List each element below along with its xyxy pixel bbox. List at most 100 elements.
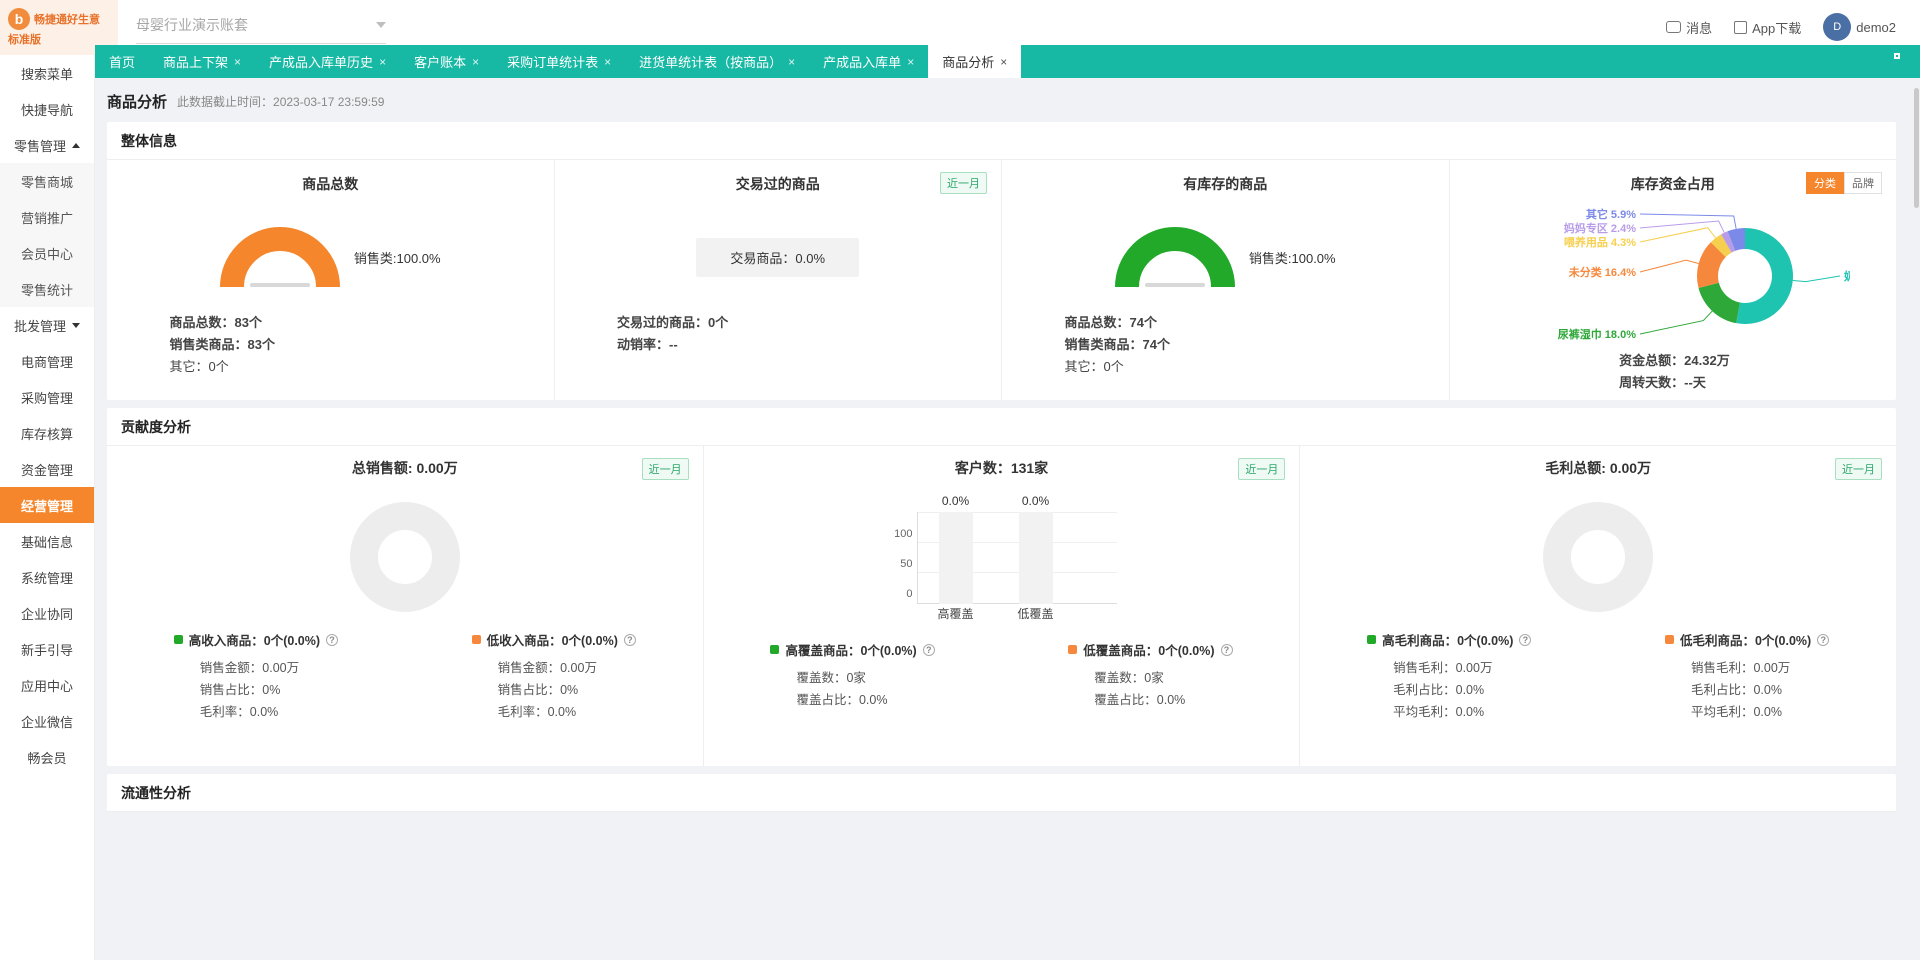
legend-detail-row: 覆盖数：0家 <box>1094 667 1232 689</box>
sidebar-item-18[interactable]: 企业微信 <box>0 703 94 739</box>
close-icon[interactable]: × <box>1000 54 1008 69</box>
sidebar-item-8[interactable]: 电商管理 <box>0 343 94 379</box>
sidebar-item-0[interactable]: 搜索菜单 <box>0 55 94 91</box>
sidebar-item-label: 批发管理 <box>13 318 66 334</box>
pie-slice-4[interactable] <box>1720 231 1735 253</box>
tab-label: 产成品入库单历史 <box>269 55 374 70</box>
scroll-thumb[interactable] <box>1914 88 1919 208</box>
logo-text: 畅捷通好生意 <box>34 13 100 26</box>
gridline <box>917 572 1117 573</box>
help-icon[interactable]: ? <box>623 633 636 646</box>
sidebar-item-9[interactable]: 采购管理 <box>0 379 94 415</box>
help-icon[interactable]: ? <box>1220 643 1233 656</box>
period-badge[interactable]: 近一月 <box>1835 458 1883 480</box>
help-icon[interactable]: ? <box>922 643 935 656</box>
detail-label: 覆盖数： <box>1094 671 1145 685</box>
contribution-body: 总销售额: 0.00万 近一月 高收入商品：0个(0.0%)? 销售金额：0.00万销… <box>107 446 1896 766</box>
toggle-category[interactable]: 分类 <box>1806 172 1844 194</box>
sidebar-item-19[interactable]: 畅会员 <box>0 739 94 775</box>
account-select-value: 母婴行业演示账套 <box>136 16 248 33</box>
tab-2[interactable]: 产成品入库单历史 × <box>255 45 400 78</box>
sidebar-item-12[interactable]: 经营管理 <box>0 487 94 523</box>
y-axis-tick: 50 <box>900 558 913 570</box>
close-icon[interactable]: × <box>604 54 612 69</box>
detail-label: 覆盖数： <box>796 671 847 685</box>
tab-1[interactable]: 商品上下架 × <box>149 45 255 78</box>
help-icon[interactable]: ? <box>1817 633 1830 646</box>
dimension-toggle[interactable]: 分类 品牌 <box>1806 172 1882 194</box>
chevron-down-icon <box>376 21 386 28</box>
close-icon[interactable]: × <box>907 54 915 69</box>
tab-3[interactable]: 客户账本 × <box>400 45 493 78</box>
account-select[interactable]: 母婴行业演示账套 <box>136 10 386 44</box>
sidebar-item-1[interactable]: 快捷导航 <box>0 91 94 127</box>
pie-leader-line-4 <box>1639 220 1725 233</box>
bar-0[interactable] <box>938 512 973 604</box>
period-badge[interactable]: 近一月 <box>641 458 689 480</box>
tab-label: 进货单统计表（按商品） <box>639 55 783 70</box>
sidebar-item-16[interactable]: 新手引导 <box>0 631 94 667</box>
sidebar-item-6[interactable]: 零售统计 <box>0 271 94 307</box>
messages-button[interactable]: 消息 <box>1666 18 1712 37</box>
page-scrollbar[interactable] <box>1913 78 1920 960</box>
close-icon[interactable]: × <box>379 54 387 69</box>
sidebar-item-5[interactable]: 会员中心 <box>0 235 94 271</box>
sidebar-item-3[interactable]: 零售商城 <box>0 163 94 199</box>
traded-ratio-pill: 交易商品：0.0% <box>696 237 860 277</box>
legend-details: 销售金额：0.00万 销售占比：0% 毛利率：0.0% <box>472 657 636 723</box>
sidebar-item-15[interactable]: 企业协同 <box>0 595 94 631</box>
metric-value: -- <box>669 337 678 352</box>
tab-7[interactable]: 商品分析 × <box>928 45 1022 78</box>
sidebar-item-2[interactable]: 零售管理 <box>0 127 94 163</box>
detail-value: 0% <box>560 683 579 697</box>
sidebar-item-17[interactable]: 应用中心 <box>0 667 94 703</box>
legend-row: 高收入商品：0个(0.0%)? 销售金额：0.00万 销售占比：0% 毛利率：0.0%… <box>107 630 703 723</box>
tab-6[interactable]: 产成品入库单 × <box>809 45 928 78</box>
legend-row: 高覆盖商品：0个(0.0%)? 覆盖数：0家 覆盖占比：0.0% 低覆盖商品：0个(0… <box>704 640 1300 711</box>
pie-slice-2[interactable] <box>1696 242 1726 289</box>
pie-slice-0[interactable] <box>1735 228 1793 324</box>
sidebar-item-14[interactable]: 系统管理 <box>0 559 94 595</box>
period-badge[interactable]: 近一月 <box>1238 458 1286 480</box>
detail-label: 毛利率： <box>199 705 250 719</box>
tab-label: 采购订单统计表 <box>507 55 599 70</box>
card-title: 交易过的商品 <box>735 176 820 192</box>
close-icon[interactable]: × <box>234 54 242 69</box>
sidebar-item-10[interactable]: 库存核算 <box>0 415 94 451</box>
sidebar-item-11[interactable]: 资金管理 <box>0 451 94 487</box>
sidebar-item-4[interactable]: 营销推广 <box>0 199 94 235</box>
overall-info-card: 整体信息 商品总数 销售类:100.0% 商品总数：83个 销售类商品：83个 … <box>107 122 1896 400</box>
pie-slice-1[interactable] <box>1698 282 1740 324</box>
metrics-list: 商品总数：83个 销售类商品：83个 其它：0个 <box>107 312 554 378</box>
bar-chart-grid <box>916 512 1117 604</box>
legend-detail-row: 平均毛利：0.0% <box>1393 701 1531 723</box>
fullscreen-icon[interactable] <box>1894 53 1910 69</box>
legend-header: 高覆盖商品：0个(0.0%)? <box>770 640 935 659</box>
pie-leader-line-5 <box>1639 213 1737 229</box>
pie-slice-3[interactable] <box>1710 234 1732 258</box>
close-icon[interactable]: × <box>472 54 480 69</box>
page-header: 商品分析 此数据截止时间：2023-03-17 23:59:59 <box>95 78 1920 114</box>
tab-4[interactable]: 采购订单统计表 × <box>493 45 625 78</box>
pie-slice-5[interactable] <box>1727 228 1745 251</box>
legend-details: 覆盖数：0家 覆盖占比：0.0% <box>1068 667 1232 711</box>
legend-detail-row: 销售毛利：0.00万 <box>1393 657 1531 679</box>
main-content: 商品分析 此数据截止时间：2023-03-17 23:59:59 整体信息 商品… <box>95 78 1920 960</box>
sidebar-item-13[interactable]: 基础信息 <box>0 523 94 559</box>
user-menu[interactable]: D demo2 <box>1823 13 1896 41</box>
tab-5[interactable]: 进货单统计表（按商品） × <box>625 45 809 78</box>
sidebar-item-7[interactable]: 批发管理 <box>0 307 94 343</box>
app-download-button[interactable]: App下载 <box>1734 18 1801 37</box>
overall-card-product-total: 商品总数 销售类:100.0% 商品总数：83个 销售类商品：83个 其它：0个 <box>107 160 555 400</box>
close-icon[interactable]: × <box>788 54 796 69</box>
pie-leader-line-2 <box>1639 259 1699 273</box>
help-icon[interactable]: ? <box>326 633 339 646</box>
tab-0[interactable]: 首页 <box>95 45 149 78</box>
bar-1[interactable] <box>1018 512 1053 604</box>
period-badge[interactable]: 近一月 <box>940 172 987 194</box>
detail-label: 平均毛利： <box>1393 705 1456 719</box>
app-download-label: App下载 <box>1752 20 1802 36</box>
help-icon[interactable]: ? <box>1519 633 1532 646</box>
metric-value: 0个 <box>1103 359 1124 374</box>
toggle-brand[interactable]: 品牌 <box>1844 172 1882 194</box>
